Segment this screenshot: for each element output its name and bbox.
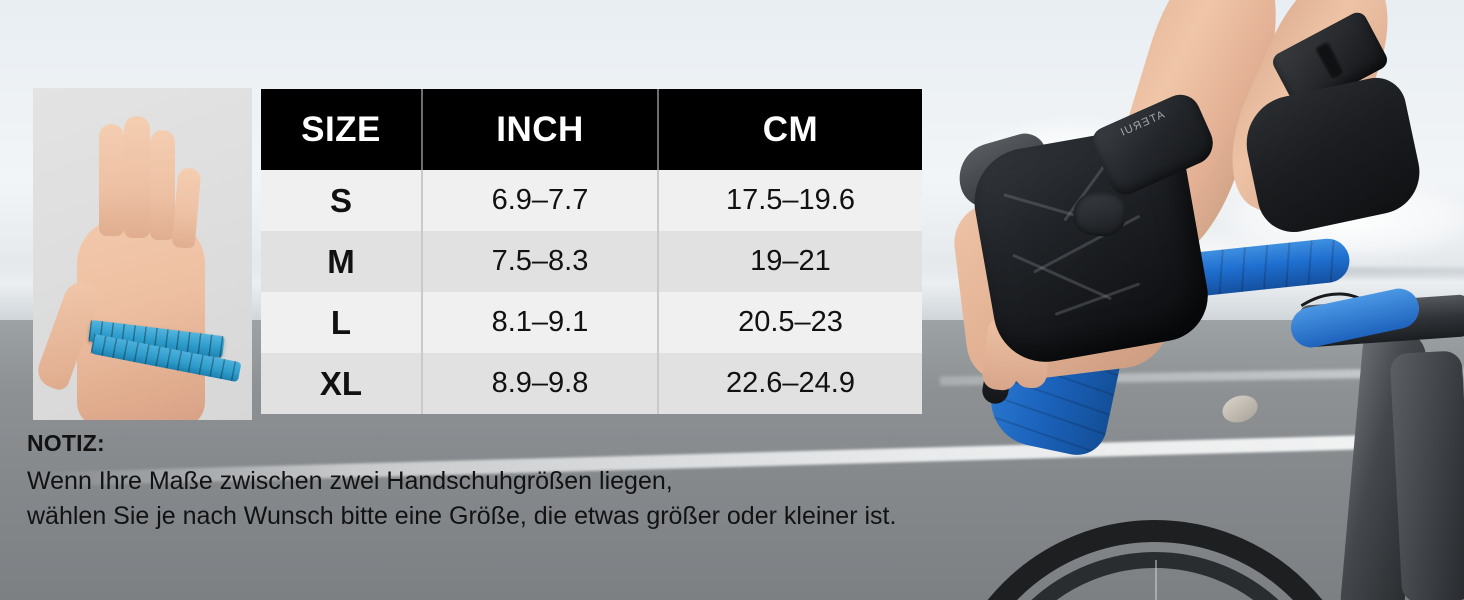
cell-cm: 22.6–24.9 (658, 353, 922, 414)
table-row: L 8.1–9.1 20.5–23 (261, 292, 922, 353)
table-row: S 6.9–7.7 17.5–19.6 (261, 170, 922, 231)
table-header-row: SIZE INCH CM (261, 89, 922, 170)
cell-cm: 20.5–23 (658, 292, 922, 353)
hand-measurement-photo (33, 88, 252, 420)
note-line-1: Wenn Ihre Maße zwischen zwei Handschuhgr… (27, 467, 673, 495)
cell-inch: 6.9–7.7 (422, 170, 659, 231)
cell-inch: 7.5–8.3 (422, 231, 659, 292)
cell-cm: 19–21 (658, 231, 922, 292)
glove-seam (1012, 253, 1112, 301)
cell-size: M (261, 231, 423, 292)
glove-seam (1054, 282, 1141, 316)
column-header-size: SIZE (261, 89, 423, 170)
finger-shape (124, 116, 150, 238)
note-title: NOTIZ: (27, 430, 105, 456)
bicycle-fork (1389, 350, 1464, 600)
cell-inch: 8.1–9.1 (422, 292, 659, 353)
cell-inch: 8.9–9.8 (422, 353, 659, 414)
column-header-cm: CM (658, 89, 922, 170)
note-line-2: wählen Sie je nach Wunsch bitte eine Grö… (27, 502, 897, 530)
cell-cm: 17.5–19.6 (658, 170, 922, 231)
note-block: NOTIZ: Wenn Ihre Maße zwischen zwei Hand… (27, 430, 1117, 534)
finger-shape (150, 130, 175, 240)
size-chart-table: SIZE INCH CM S 6.9–7.7 17.5–19.6 M 7.5–8… (261, 89, 922, 414)
cell-size: XL (261, 353, 423, 414)
cell-size: S (261, 170, 423, 231)
palm-shape (77, 218, 205, 420)
finger-shape (99, 124, 124, 236)
table-row: M 7.5–8.3 19–21 (261, 231, 922, 292)
finger-shape (171, 167, 202, 249)
column-header-inch: INCH (422, 89, 659, 170)
cell-size: L (261, 292, 423, 353)
bicycle-spoke (1155, 560, 1157, 600)
table-row: XL 8.9–9.8 22.6–24.9 (261, 353, 922, 414)
